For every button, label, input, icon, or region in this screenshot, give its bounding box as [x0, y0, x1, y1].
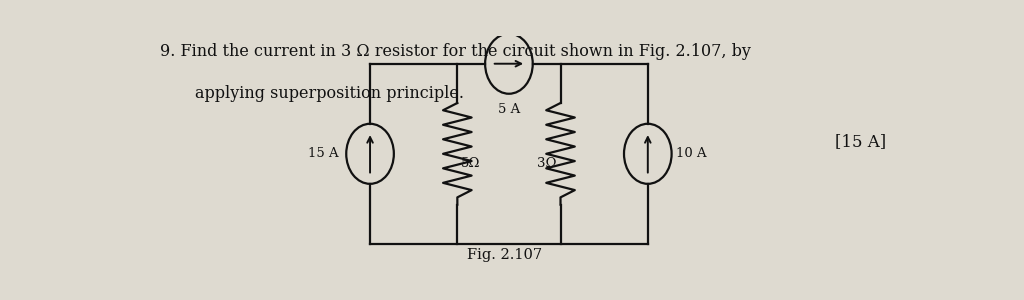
Text: 3Ω: 3Ω [537, 157, 557, 169]
Text: 9. Find the current in 3 Ω resistor for the circuit shown in Fig. 2.107, by: 9. Find the current in 3 Ω resistor for … [160, 43, 751, 60]
Text: [15 A]: [15 A] [835, 133, 886, 150]
Text: 5Ω: 5Ω [461, 157, 480, 169]
Text: applying superposition principle.: applying superposition principle. [196, 85, 465, 101]
Text: 15 A: 15 A [307, 147, 338, 160]
Text: 5 A: 5 A [498, 103, 520, 116]
Text: 10 A: 10 A [676, 147, 707, 160]
Text: Fig. 2.107: Fig. 2.107 [467, 248, 543, 262]
